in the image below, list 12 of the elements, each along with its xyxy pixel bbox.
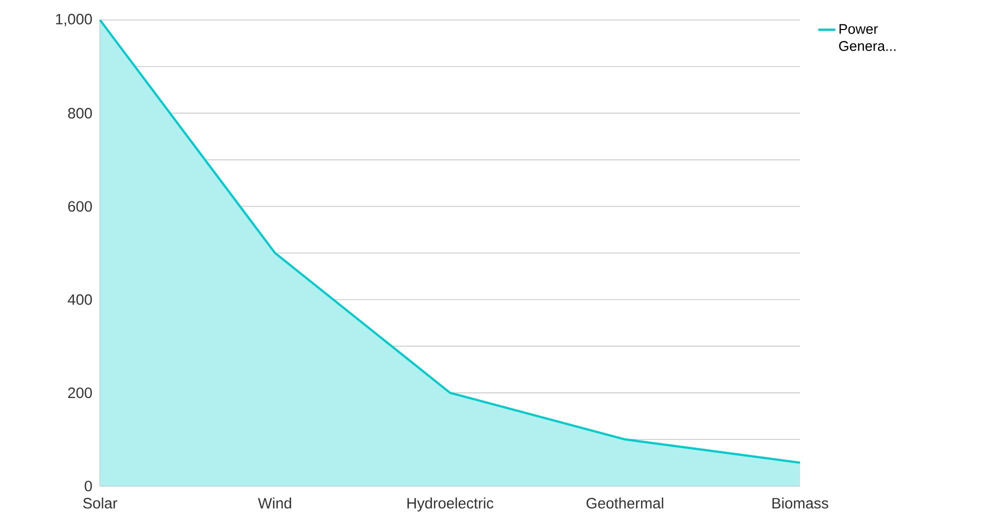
y-tick-label: 400 xyxy=(68,294,92,305)
y-tick-label: 200 xyxy=(68,387,92,398)
y-tick-label: 0 xyxy=(84,480,92,492)
y-tick-label: 800 xyxy=(68,108,92,118)
x-tick-label: Biomass xyxy=(772,498,828,509)
x-tick-label: Wind xyxy=(258,498,292,509)
x-tick-label: Geothermal xyxy=(586,498,664,509)
y-tick-label: 600 xyxy=(68,201,92,212)
legend-label: Power Genera... xyxy=(839,24,896,51)
y-tick-label: 1,000 xyxy=(56,14,92,26)
x-tick-label: Solar xyxy=(83,498,118,509)
x-tick-label: Hydroelectric xyxy=(407,498,494,512)
